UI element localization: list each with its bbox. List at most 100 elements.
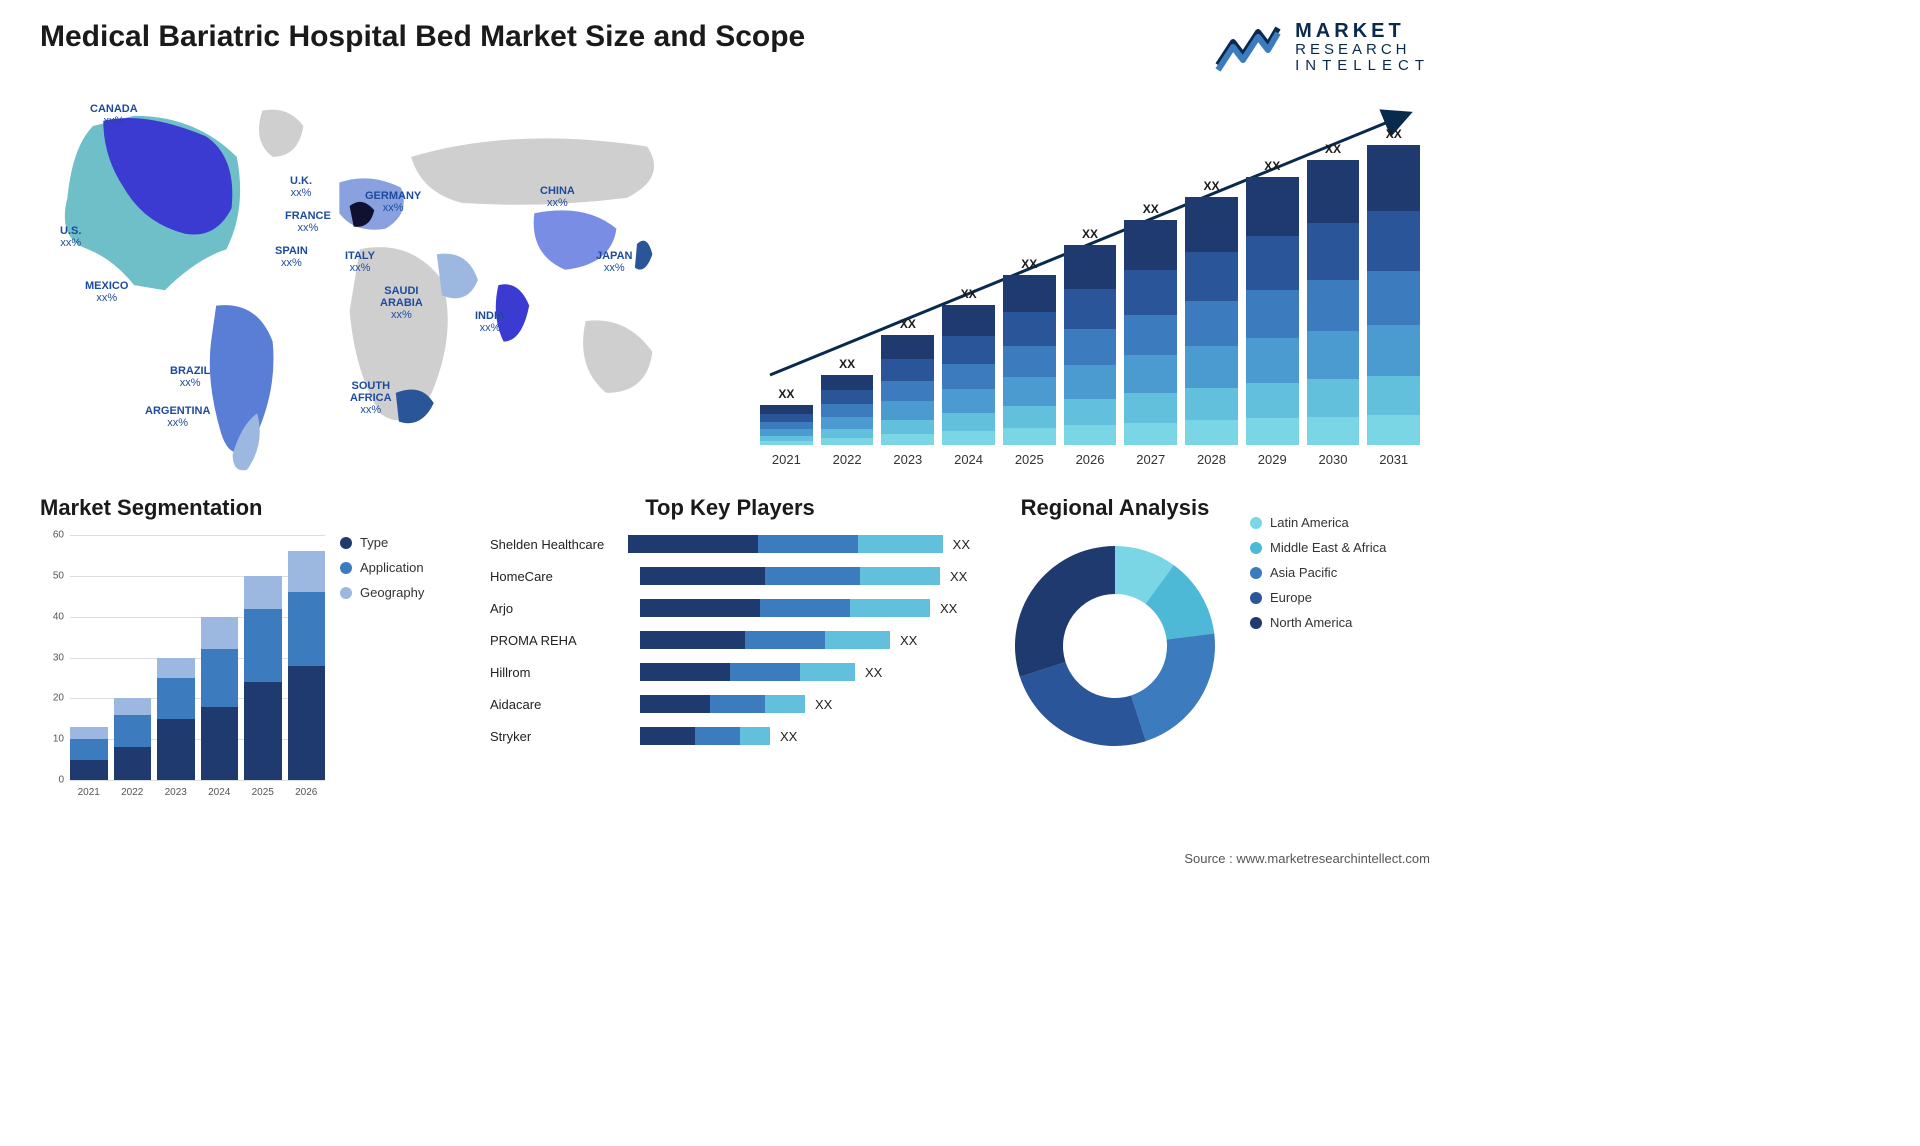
map-label: MEXICOxx% [85,280,128,304]
map-label: SPAINxx% [275,245,308,269]
growth-bar-value: XX [900,317,916,331]
key-player-name: PROMA REHA [490,633,640,648]
seg-year-label: 2024 [208,787,230,798]
seg-bar: 2025 [244,576,282,780]
growth-bar-value: XX [1386,127,1402,141]
key-player-row: Arjo XX [490,595,970,621]
map-label: INDIAxx% [475,310,505,334]
map-label: JAPANxx% [596,250,632,274]
seg-axis-tick: 50 [53,570,64,581]
growth-bar-value: XX [1082,227,1098,241]
growth-year-label: 2031 [1379,452,1408,467]
seg-year-label: 2021 [78,787,100,798]
growth-bar-value: XX [1264,159,1280,173]
growth-bar: XX2026 [1064,227,1117,445]
growth-year-label: 2024 [954,452,983,467]
growth-year-label: 2025 [1015,452,1044,467]
segmentation-legend: Type Application Geography [340,495,460,805]
seg-bar: 2023 [157,658,195,780]
seg-bar: 2021 [70,727,108,780]
seg-bar: 2022 [114,698,152,780]
growth-bar-value: XX [1143,202,1159,216]
map-label: U.K.xx% [290,175,312,199]
key-player-value: XX [815,697,832,712]
logo-line3: INTELLECT [1295,58,1430,74]
seg-axis-tick: 0 [58,775,64,786]
segmentation-title: Market Segmentation [40,495,325,521]
growth-year-label: 2022 [833,452,862,467]
regional-legend: Latin America Middle East & Africa Asia Pa… [1250,495,1430,805]
map-label: CHINAxx% [540,185,575,209]
growth-bar-value: XX [961,287,977,301]
growth-bar-value: XX [778,387,794,401]
growth-year-label: 2026 [1076,452,1105,467]
key-player-value: XX [940,601,957,616]
growth-year-label: 2021 [772,452,801,467]
legend-item: North America [1250,615,1430,630]
key-player-name: Arjo [490,601,640,616]
key-player-value: XX [865,665,882,680]
segmentation-chart: Market Segmentation 0102030405060 202120… [40,495,325,805]
key-players-chart: Top Key Players Shelden HealthcareXX Home… [490,495,970,805]
logo-line2: RESEARCH [1295,42,1430,58]
key-player-value: XX [953,537,970,552]
growth-bar-value: XX [839,357,855,371]
logo-mark-icon [1213,20,1283,75]
seg-axis-tick: 40 [53,611,64,622]
growth-year-label: 2028 [1197,452,1226,467]
legend-item: Type [340,535,460,550]
key-player-name: Stryker [490,729,640,744]
map-label: FRANCExx% [285,210,331,234]
growth-bar: XX2022 [821,357,874,445]
seg-year-label: 2022 [121,787,143,798]
key-player-row: Hillrom XX [490,659,970,685]
donut-chart-icon [1000,531,1230,761]
growth-bar: XX2023 [881,317,934,445]
map-label: ITALYxx% [345,250,375,274]
legend-item: Application [340,560,460,575]
legend-item: Middle East & Africa [1250,540,1430,555]
legend-item: Geography [340,585,460,600]
world-map-panel: CANADAxx%U.S.xx%MEXICOxx%BRAZILxx%ARGENT… [20,85,710,475]
logo-line1: MARKET [1295,21,1430,42]
seg-year-label: 2026 [295,787,317,798]
growth-bar-value: XX [1204,179,1220,193]
key-player-row: HomeCareXX [490,563,970,589]
brand-logo: MARKET RESEARCH INTELLECT [1213,20,1430,75]
growth-bar: XX2021 [760,387,813,445]
seg-axis-tick: 30 [53,652,64,663]
key-player-row: PROMA REHA XX [490,627,970,653]
growth-bar: XX2029 [1246,159,1299,445]
key-player-value: XX [900,633,917,648]
seg-axis-tick: 10 [53,734,64,745]
page-title: Medical Bariatric Hospital Bed Market Si… [40,20,805,54]
growth-bar: XX2030 [1307,142,1360,445]
seg-year-label: 2025 [252,787,274,798]
key-player-name: HomeCare [490,569,640,584]
growth-year-label: 2027 [1136,452,1165,467]
seg-bar: 2024 [201,617,239,780]
legend-item: Asia Pacific [1250,565,1430,580]
growth-chart: XX2021XX2022XX2023XX2024XX2025XX2026XX20… [730,85,1430,475]
growth-bar: XX2028 [1185,179,1238,445]
seg-axis-tick: 60 [53,530,64,541]
key-player-row: Shelden HealthcareXX [490,531,970,557]
legend-item: Latin America [1250,515,1430,530]
map-label: SAUDIARABIAxx% [380,285,423,321]
map-label: U.S.xx% [60,225,81,249]
key-player-name: Hillrom [490,665,640,680]
growth-bar: XX2025 [1003,257,1056,445]
legend-item: Europe [1250,590,1430,605]
map-label: SOUTHAFRICAxx% [350,380,392,416]
key-player-row: AidacareXX [490,691,970,717]
growth-bar-value: XX [1325,142,1341,156]
source-attribution: Source : www.marketresearchintellect.com [1184,851,1430,866]
growth-year-label: 2030 [1319,452,1348,467]
growth-year-label: 2029 [1258,452,1287,467]
key-player-row: Stryker XX [490,723,970,749]
regional-title: Regional Analysis [1000,495,1230,521]
key-player-value: XX [780,729,797,744]
key-players-title: Top Key Players [490,495,970,521]
map-label: BRAZILxx% [170,365,210,389]
seg-year-label: 2023 [165,787,187,798]
